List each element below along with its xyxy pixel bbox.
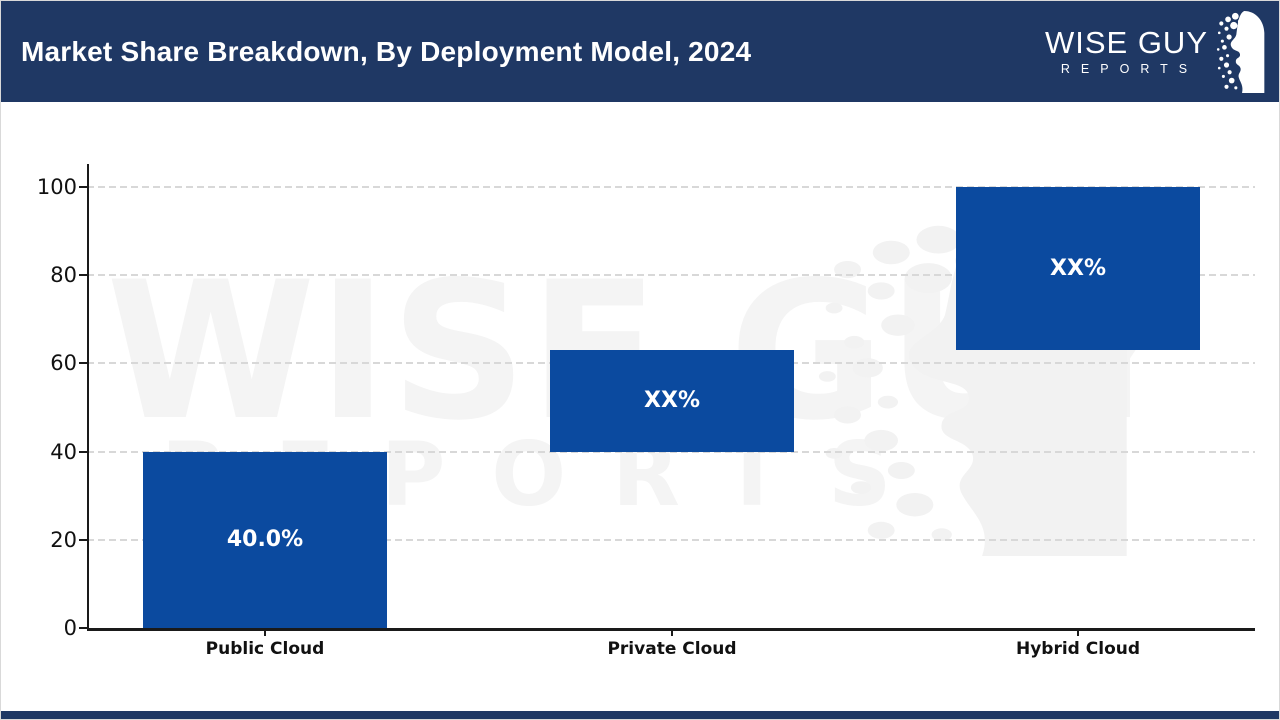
- x-axis-category-label: Hybrid Cloud: [1015, 639, 1141, 659]
- y-tick-mark-0: [79, 627, 87, 629]
- x-axis-line: [87, 628, 1255, 631]
- gridline-y-20: [87, 538, 1255, 541]
- gridline-y-100: [87, 186, 1255, 188]
- y-axis-tick-label: 40: [50, 439, 77, 464]
- y-tick-mark-20: [79, 538, 87, 541]
- header-bar: Market Share Breakdown, By Deployment Mo…: [1, 1, 1279, 102]
- y-tick-mark-40: [79, 450, 87, 453]
- x-tick-mark-public-cloud: [264, 628, 266, 636]
- logo-sub-text: REPORTS: [1060, 62, 1199, 77]
- y-axis-tick-label: 60: [50, 351, 77, 376]
- bar-public-cloud: 40.0%: [143, 451, 387, 628]
- bar-value-label-private-cloud: XX%: [644, 388, 700, 414]
- x-tick-mark-hybrid-cloud: [1077, 628, 1079, 636]
- y-tick-mark-80: [79, 274, 87, 277]
- y-axis-tick-label: 20: [50, 527, 77, 552]
- bar-value-label-public-cloud: 40.0%: [226, 527, 304, 553]
- dotted-face-profile-icon: [1212, 10, 1269, 93]
- y-axis-tick-label: 100: [36, 175, 77, 199]
- bar-value-label-hybrid-cloud: XX%: [1050, 256, 1106, 282]
- logo-text: WISE GUY REPORTS: [1044, 24, 1208, 77]
- y-tick-mark-100: [79, 186, 87, 188]
- y-axis-tick-label: 0: [63, 616, 77, 640]
- gridline-y-80: [87, 274, 1255, 277]
- x-axis-category-label: Public Cloud: [205, 639, 325, 659]
- bar-hybrid-cloud: XX%: [956, 187, 1200, 351]
- gridline-y-40: [87, 450, 1255, 453]
- footer-bar: [1, 711, 1279, 719]
- logo-name-text: WISE GUY: [1044, 24, 1208, 60]
- bar-private-cloud: XX%: [550, 350, 794, 452]
- wise-guy-reports-logo: WISE GUY REPORTS: [1045, 1, 1269, 102]
- page-title: Market Share Breakdown, By Deployment Mo…: [21, 35, 752, 67]
- x-tick-mark-private-cloud: [671, 628, 673, 636]
- x-axis-category-label: Private Cloud: [607, 639, 737, 659]
- y-tick-mark-60: [79, 362, 87, 365]
- y-axis-line: [87, 164, 89, 630]
- y-axis-tick-label: 80: [50, 263, 77, 288]
